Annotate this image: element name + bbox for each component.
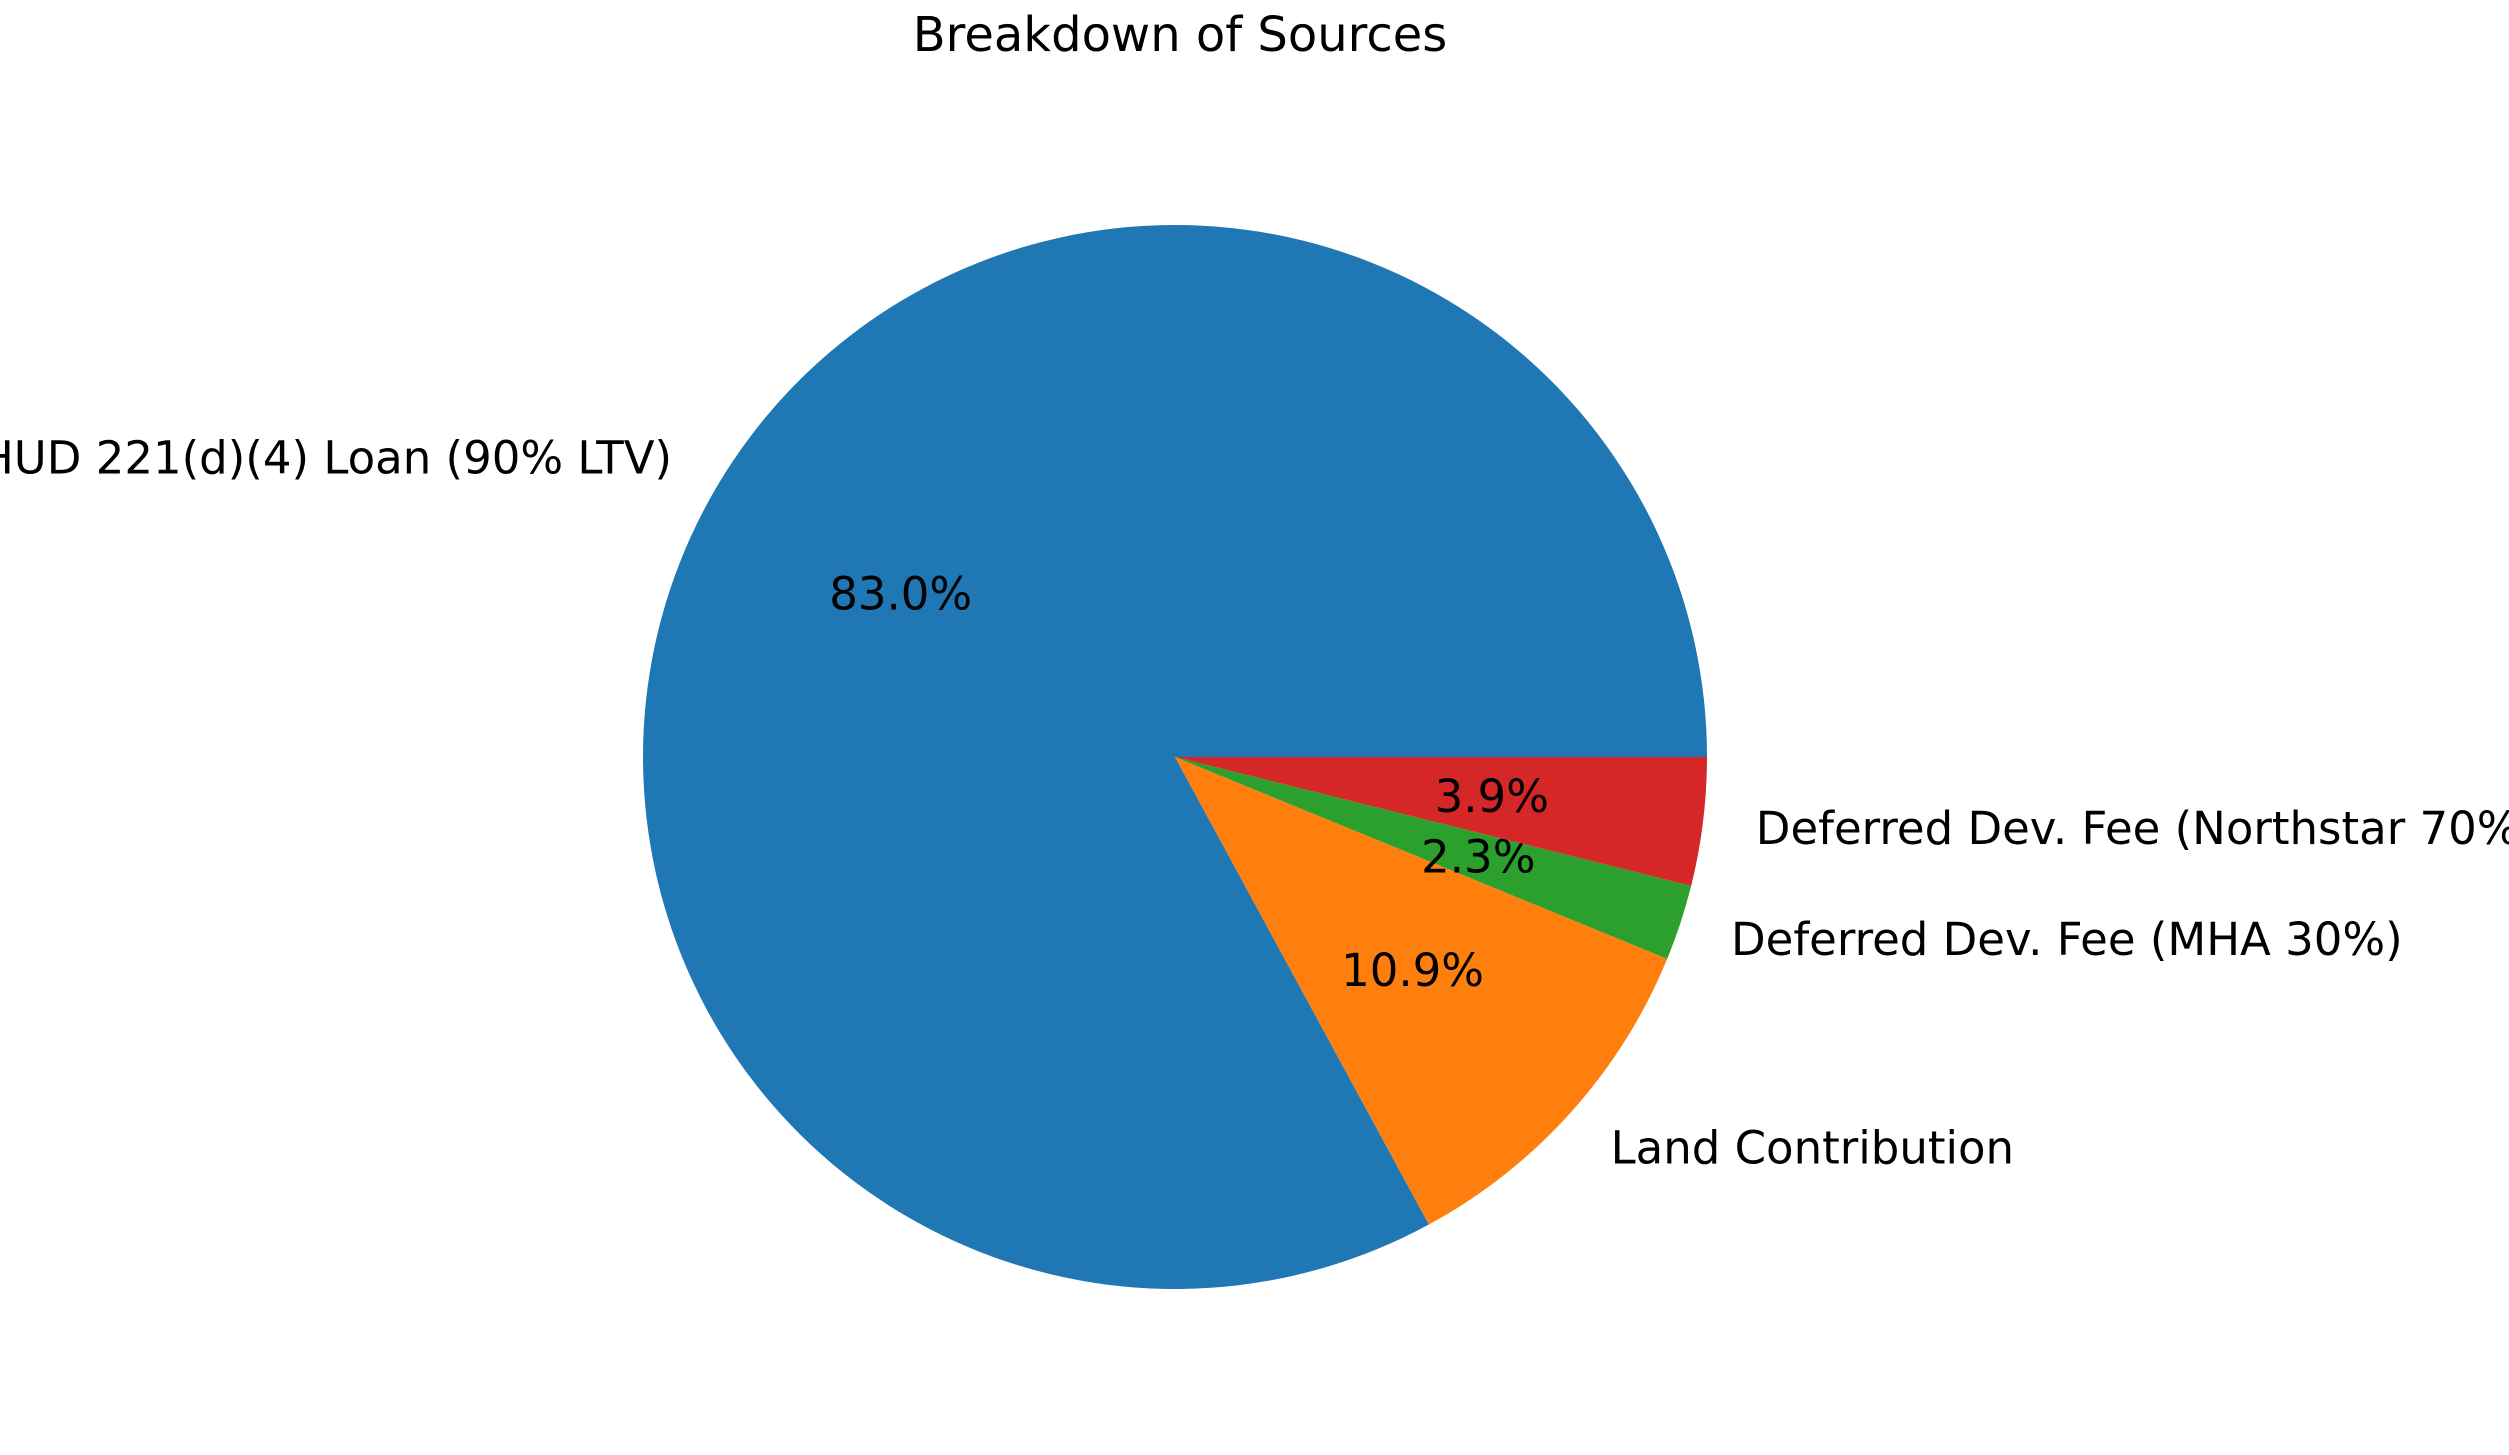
chart-title: Breakdown of Sources [912,7,1448,63]
pie-slice-northstar-fee [1175,757,1707,886]
slice-label-mha-fee: Deferred Dev. Fee (MHA 30%) [1731,913,2403,966]
pct-label-northstar-fee: 3.9% [1435,770,1549,823]
pct-label-hud-loan: 83.0% [829,568,972,621]
slice-label-land-contribution: Land Contribution [1611,1122,2014,1175]
pie-slice-hud-loan [643,224,1707,1289]
slice-label-hud-loan: HUD 221(d)(4) Loan (90% LTV) [0,432,672,485]
pct-label-land-contribution: 10.9% [1341,944,1484,997]
pie-slice-mha-fee [1175,757,1692,959]
slice-label-northstar-fee: Deferred Dev. Fee (Northstar 70%) [1756,802,2509,855]
pie-slice-land-contribution [1175,757,1668,1225]
